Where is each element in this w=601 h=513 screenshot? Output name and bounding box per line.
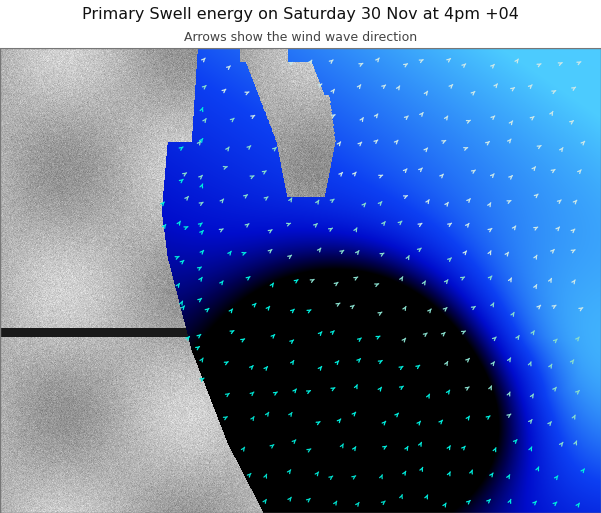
Text: Arrows show the wind wave direction: Arrows show the wind wave direction bbox=[184, 31, 417, 44]
Text: Primary Swell energy on Saturday 30 Nov at 4pm +04: Primary Swell energy on Saturday 30 Nov … bbox=[82, 7, 519, 22]
